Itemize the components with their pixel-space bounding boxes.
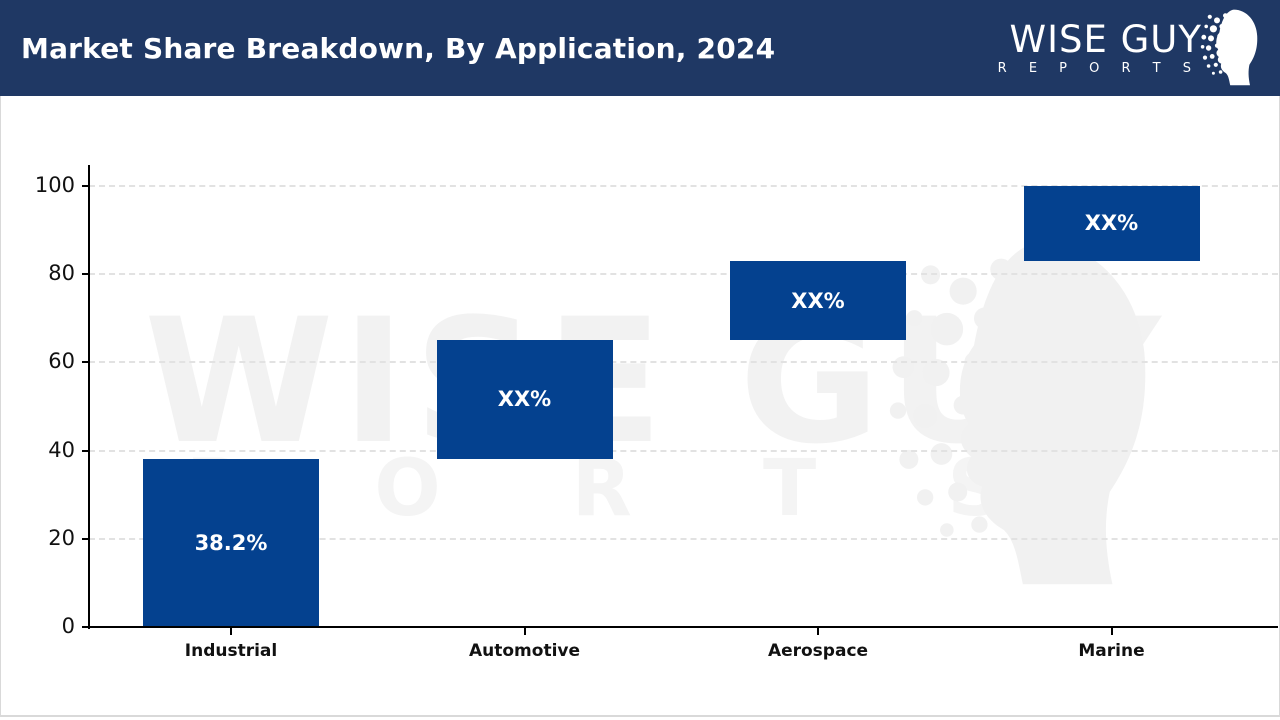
y-axis-tick-100 — [82, 185, 89, 187]
y-axis-tick-label: 20 — [48, 525, 75, 550]
gridline-y-40 — [89, 449, 1278, 452]
gridline-y-20 — [89, 537, 1278, 540]
header-bar: Market Share Breakdown, By Application, … — [0, 0, 1280, 96]
watermark-face-graphic — [889, 242, 1146, 585]
gridline-y-100 — [89, 185, 1278, 187]
x-axis-line — [88, 626, 1278, 628]
x-axis-tick-aerospace — [817, 628, 819, 635]
logo-text: WISE GUY R E P O R T S — [998, 21, 1202, 76]
logo-wordmark: WISE GUY — [1009, 17, 1202, 61]
x-axis-category-label: Marine — [1078, 641, 1145, 661]
y-axis-line — [88, 165, 90, 629]
y-axis-tick-label: 0 — [61, 614, 75, 638]
y-axis-tick-80 — [82, 273, 89, 276]
y-axis-tick-label: 80 — [48, 261, 75, 286]
y-axis-tick-label: 60 — [48, 349, 75, 374]
y-axis-tick-20 — [82, 537, 89, 540]
chart-area: WISE GUY P O R T S 0 20 40 60 80 100 38.2% XX% X… — [0, 96, 1280, 717]
bar-marine: XX% — [1023, 186, 1200, 261]
chart-title: Market Share Breakdown, By Application, … — [21, 31, 776, 65]
gridline-y-60 — [89, 361, 1278, 364]
logo-face-icon — [1200, 9, 1258, 86]
y-axis-tick-40 — [82, 449, 89, 452]
y-axis-tick-0 — [82, 626, 89, 628]
bar-value-label: XX% — [791, 288, 845, 313]
x-axis-category-label: Automotive — [468, 641, 581, 661]
x-axis-tick-automotive — [523, 628, 526, 635]
gridline-y-80 — [89, 273, 1278, 276]
bar-industrial: 38.2% — [143, 458, 319, 627]
bar-automotive: XX% — [436, 340, 613, 459]
bar-aerospace: XX% — [730, 260, 906, 341]
y-axis-tick-60 — [82, 361, 89, 364]
bar-value-label: 38.2% — [194, 530, 268, 555]
bar-value-label: XX% — [497, 387, 552, 412]
logo-subtitle: R E P O R T S — [997, 60, 1200, 76]
x-axis-category-label: Industrial — [184, 641, 278, 661]
x-axis-tick-marine — [1110, 628, 1113, 635]
x-axis-tick-industrial — [230, 628, 232, 635]
wise-guy-reports-logo: WISE GUY R E P O R T S — [998, 6, 1280, 90]
bar-value-label: XX% — [1084, 211, 1139, 236]
y-axis-tick-label: 100 — [34, 173, 75, 197]
y-axis-tick-label: 40 — [48, 437, 75, 462]
x-axis-category-label: Aerospace — [767, 641, 869, 661]
